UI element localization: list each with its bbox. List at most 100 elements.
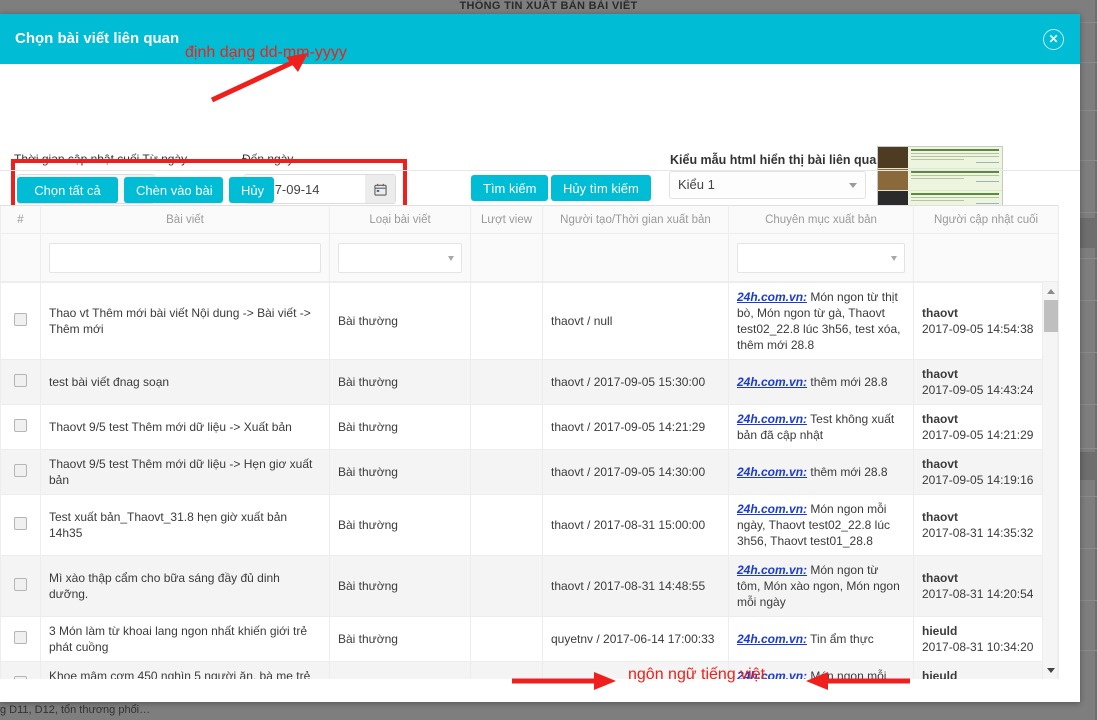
cell-updated-by: thaovt 2017-09-05 14:54:38: [913, 282, 1059, 360]
cell-creator: thaovt / null: [542, 282, 729, 360]
row-checkbox[interactable]: [14, 312, 27, 326]
calendar-icon[interactable]: [365, 175, 395, 203]
cell-article: Khoe mâm cơm 450 nghìn 5 người ăn, bà mẹ…: [40, 661, 330, 679]
cell-type: Bài thường: [329, 404, 471, 450]
category-site-link[interactable]: 24h.com.vn:: [737, 465, 808, 479]
cell-type: Bài thường: [329, 616, 471, 662]
row-checkbox[interactable]: [14, 373, 27, 387]
insert-into-article-button[interactable]: Chèn vào bài: [124, 177, 223, 203]
cell-updated-by: thaovt 2017-09-05 14:43:24: [913, 359, 1059, 405]
cell-type: Bài thường: [329, 449, 471, 495]
category-names: Món ngon từ tôm, Món xào ngon, Món ngon …: [737, 563, 900, 609]
cell-category: 24h.com.vn: thêm mới 28.8: [728, 449, 914, 495]
row-checkbox-cell: [0, 661, 41, 679]
filter-area: Thời gian cập nhật cuối Từ ngày Đến ngày: [0, 64, 1080, 222]
grid-filter-row: [0, 233, 1059, 282]
row-checkbox[interactable]: [14, 463, 27, 477]
category-names: Món ngon mỗi ngày, Tin ẩm thực: [810, 669, 887, 679]
filter-type-select[interactable]: [338, 242, 462, 273]
col-header-index[interactable]: #: [0, 205, 41, 234]
filter-cell-views: [470, 233, 543, 282]
row-checkbox[interactable]: [14, 630, 27, 644]
preview-thumb-icon: [878, 169, 908, 190]
row-checkbox[interactable]: [14, 516, 27, 530]
filter-category-select[interactable]: [737, 242, 905, 273]
table-row[interactable]: Test xuất bản_Thaovt_31.8 hẹn giờ xuất b…: [0, 494, 1059, 556]
row-checkbox[interactable]: [14, 418, 27, 432]
row-checkbox-cell: [0, 404, 41, 450]
annotation-date-format: định dạng dd-mm-yyyy: [185, 44, 347, 61]
category-site-link[interactable]: 24h.com.vn:: [737, 502, 808, 516]
articles-grid: # Bài viết Loại bài viết Lượt view Người…: [0, 205, 1080, 679]
cell-article: Mì xào thập cẩm cho bữa sáng đầy đủ dinh…: [40, 555, 330, 617]
modal-title: Chọn bài viết liên quan: [15, 30, 180, 47]
category-names: Món ngon mỗi ngày, Thaovt test02_22.8 lú…: [737, 502, 890, 548]
cell-category: 24h.com.vn: Món ngon từ thịt bò, Món ngo…: [728, 282, 914, 360]
col-header-type[interactable]: Loại bài viết: [329, 205, 471, 234]
category-site-link[interactable]: 24h.com.vn:: [737, 375, 808, 389]
cell-creator: quyetnv / 2017-06-14 17:00:33: [542, 616, 729, 662]
table-row[interactable]: Thao vt Thêm mới bài viết Nội dung -> Bà…: [0, 282, 1059, 360]
cell-updated-by: thaovt 2017-08-31 14:20:54: [913, 555, 1059, 617]
clear-search-button[interactable]: Hủy tìm kiếm: [551, 175, 651, 201]
updated-by-user: thaovt: [922, 412, 958, 426]
annotation-language: ngôn ngữ tiếng việt: [628, 666, 766, 683]
cell-creator: thaovt / 2017-09-05 14:30:00: [542, 449, 729, 495]
close-icon[interactable]: ✕: [1043, 29, 1064, 50]
filter-cell-article: [40, 233, 330, 282]
category-site-link[interactable]: 24h.com.vn:: [737, 290, 808, 304]
row-checkbox[interactable]: [14, 675, 27, 679]
grid-vertical-scrollbar[interactable]: [1042, 282, 1058, 679]
table-row[interactable]: Thaovt 9/5 test Thêm mới dữ liệu -> Xuất…: [0, 404, 1059, 450]
scrollbar-thumb[interactable]: [1044, 300, 1058, 332]
cancel-button[interactable]: Hủy: [229, 177, 274, 203]
col-header-updated-by[interactable]: Người cập nhật cuối: [913, 205, 1059, 234]
cell-category: 24h.com.vn: Test không xuất bản đã cập n…: [728, 404, 914, 450]
filter-article-input[interactable]: [49, 242, 321, 273]
row-checkbox-cell: [0, 282, 41, 360]
table-row[interactable]: Thaovt 9/5 test Thêm mới dữ liệu -> Hẹn …: [0, 449, 1059, 495]
template-select[interactable]: Kiểu 1: [669, 171, 866, 199]
col-header-article[interactable]: Bài viết: [40, 205, 330, 234]
col-header-category[interactable]: Chuyên mục xuất bản: [728, 205, 914, 234]
col-header-creator[interactable]: Người tạo/Thời gian xuất bản: [542, 205, 729, 234]
row-checkbox-cell: [0, 449, 41, 495]
table-row[interactable]: 3 Món làm từ khoai lang ngon nhất khiến …: [0, 616, 1059, 662]
category-names: thêm mới 28.8: [807, 375, 888, 389]
related-articles-modal: Chọn bài viết liên quan định dạng dd-mm-…: [0, 14, 1080, 702]
category-site-link[interactable]: 24h.com.vn:: [737, 632, 808, 646]
background-bottom-text: g D11, D12, tổn thương phổi…: [0, 704, 151, 716]
scroll-down-icon[interactable]: [1043, 663, 1059, 677]
cell-type: Bài thường: [329, 359, 471, 405]
cell-updated-by: hieuld 2017-08-31 10:34:20: [913, 616, 1059, 662]
cell-views: [470, 404, 543, 450]
cell-views: [470, 494, 543, 556]
table-row[interactable]: Khoe mâm cơm 450 nghìn 5 người ăn, bà mẹ…: [0, 661, 1059, 679]
scroll-up-icon[interactable]: [1043, 284, 1059, 298]
cell-views: [470, 449, 543, 495]
updated-at-time: 2017-09-05 14:19:16: [922, 473, 1034, 487]
filter-cell-updated-by: [913, 233, 1059, 282]
cell-article: 3 Món làm từ khoai lang ngon nhất khiến …: [40, 616, 330, 662]
section-divider: [0, 170, 1080, 171]
cell-creator: thaovt / 2017-09-05 15:30:00: [542, 359, 729, 405]
table-row[interactable]: Mì xào thập cẩm cho bữa sáng đầy đủ dinh…: [0, 555, 1059, 617]
table-row[interactable]: test bài viết đnag soạn Bài thường thaovt …: [0, 359, 1059, 405]
category-site-link[interactable]: 24h.com.vn:: [737, 563, 808, 577]
updated-at-time: 2017-08-31 10:34:20: [922, 640, 1034, 654]
cell-category: 24h.com.vn: thêm mới 28.8: [728, 359, 914, 405]
col-header-views[interactable]: Lượt view: [470, 205, 543, 234]
background-page-title: THÔNG TIN XUẤT BẢN BÀI VIẾT: [459, 0, 638, 12]
background-right-column: [1095, 0, 1097, 720]
category-site-link[interactable]: 24h.com.vn:: [737, 669, 808, 679]
select-all-button[interactable]: Chọn tất cả: [17, 177, 118, 203]
cell-article: Thaovt 9/5 test Thêm mới dữ liệu -> Xuất…: [40, 404, 330, 450]
grid-body-scroll-area: Thao vt Thêm mới bài viết Nội dung -> Bà…: [0, 282, 1080, 679]
to-date-label: Đến ngày: [242, 152, 294, 166]
row-checkbox[interactable]: [14, 577, 27, 591]
modal-header: Chọn bài viết liên quan định dạng dd-mm-…: [0, 14, 1080, 64]
search-button[interactable]: Tìm kiếm: [471, 175, 549, 201]
category-site-link[interactable]: 24h.com.vn:: [737, 412, 808, 426]
chevron-down-icon: [849, 183, 857, 188]
cell-article: Thaovt 9/5 test Thêm mới dữ liệu -> Hẹn …: [40, 449, 330, 495]
